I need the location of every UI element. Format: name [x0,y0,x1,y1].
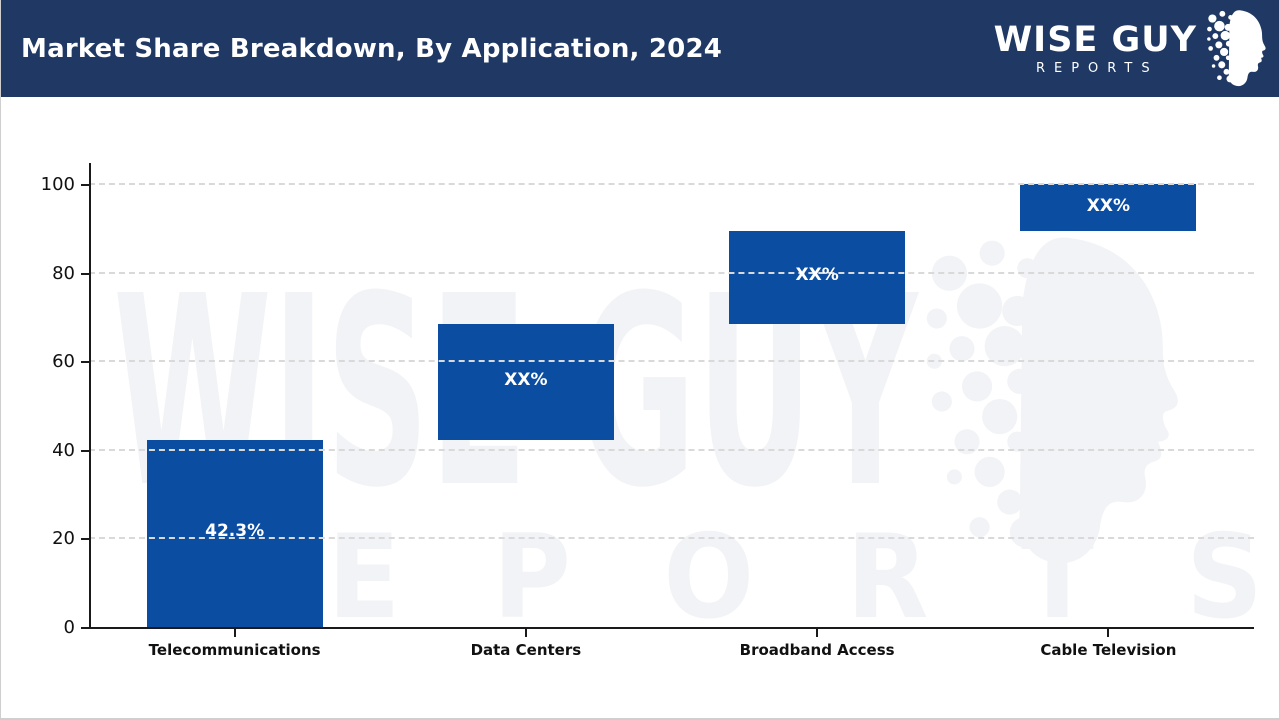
y-tick-label: 0 [63,617,75,638]
bar-broadband-access [729,231,906,324]
category-label: Cable Television [1040,641,1177,659]
x-tick-mark [524,629,527,637]
logo-reports-label: REPORTS [1035,60,1159,76]
bar-data-centers [437,323,614,440]
y-tick-label: 20 [52,528,75,550]
y-tick-mark [81,361,89,364]
category-label: Data Centers [470,641,582,659]
y-tick-label: 80 [52,262,75,284]
category-label: Telecommunications [148,641,321,659]
gridline-20 [89,537,1254,540]
bar-value-label: 42.3% [205,521,265,542]
gridline-60 [89,360,1254,363]
gridline-80 [89,271,1254,274]
x-axis-line [89,627,1254,629]
y-tick-mark [81,272,89,275]
y-axis-line [89,163,91,629]
bar-telecommunications [146,439,323,627]
bar-value-label: XX% [1086,195,1130,216]
y-tick-label: 100 [40,174,75,195]
header-bar: Market Share Breakdown, By Application, … [1,0,1279,97]
bar-cable-television [1020,184,1197,232]
logo-face-icon [1201,8,1273,90]
bar-value-label: XX% [504,369,548,390]
y-tick-label: 60 [52,351,75,373]
y-tick-label: 40 [52,439,75,461]
y-tick-mark [81,538,89,541]
y-tick-mark [81,627,89,629]
x-tick-mark [1107,629,1110,637]
x-tick-mark [233,629,236,637]
bar-value-label: XX% [795,265,839,286]
gridline-40 [89,448,1254,451]
wiseguy-logo: WISE GUY REPORTS [994,6,1273,92]
watermark-face-icon [869,228,1241,580]
y-tick-mark [81,449,89,452]
y-tick-mark [81,184,89,186]
logo-text: WISE GUY REPORTS [994,22,1197,76]
logo-wiseguy-label: WISE GUY [993,20,1197,61]
waterfall-chart: 0 20 40 60 80 100 42.3% Telecommunications XX% Da… [1,97,1279,718]
category-label: Broadband Access [739,641,895,659]
x-tick-mark [816,629,819,637]
gridline-100 [89,183,1254,185]
page-title: Market Share Breakdown, By Application, … [21,33,723,64]
